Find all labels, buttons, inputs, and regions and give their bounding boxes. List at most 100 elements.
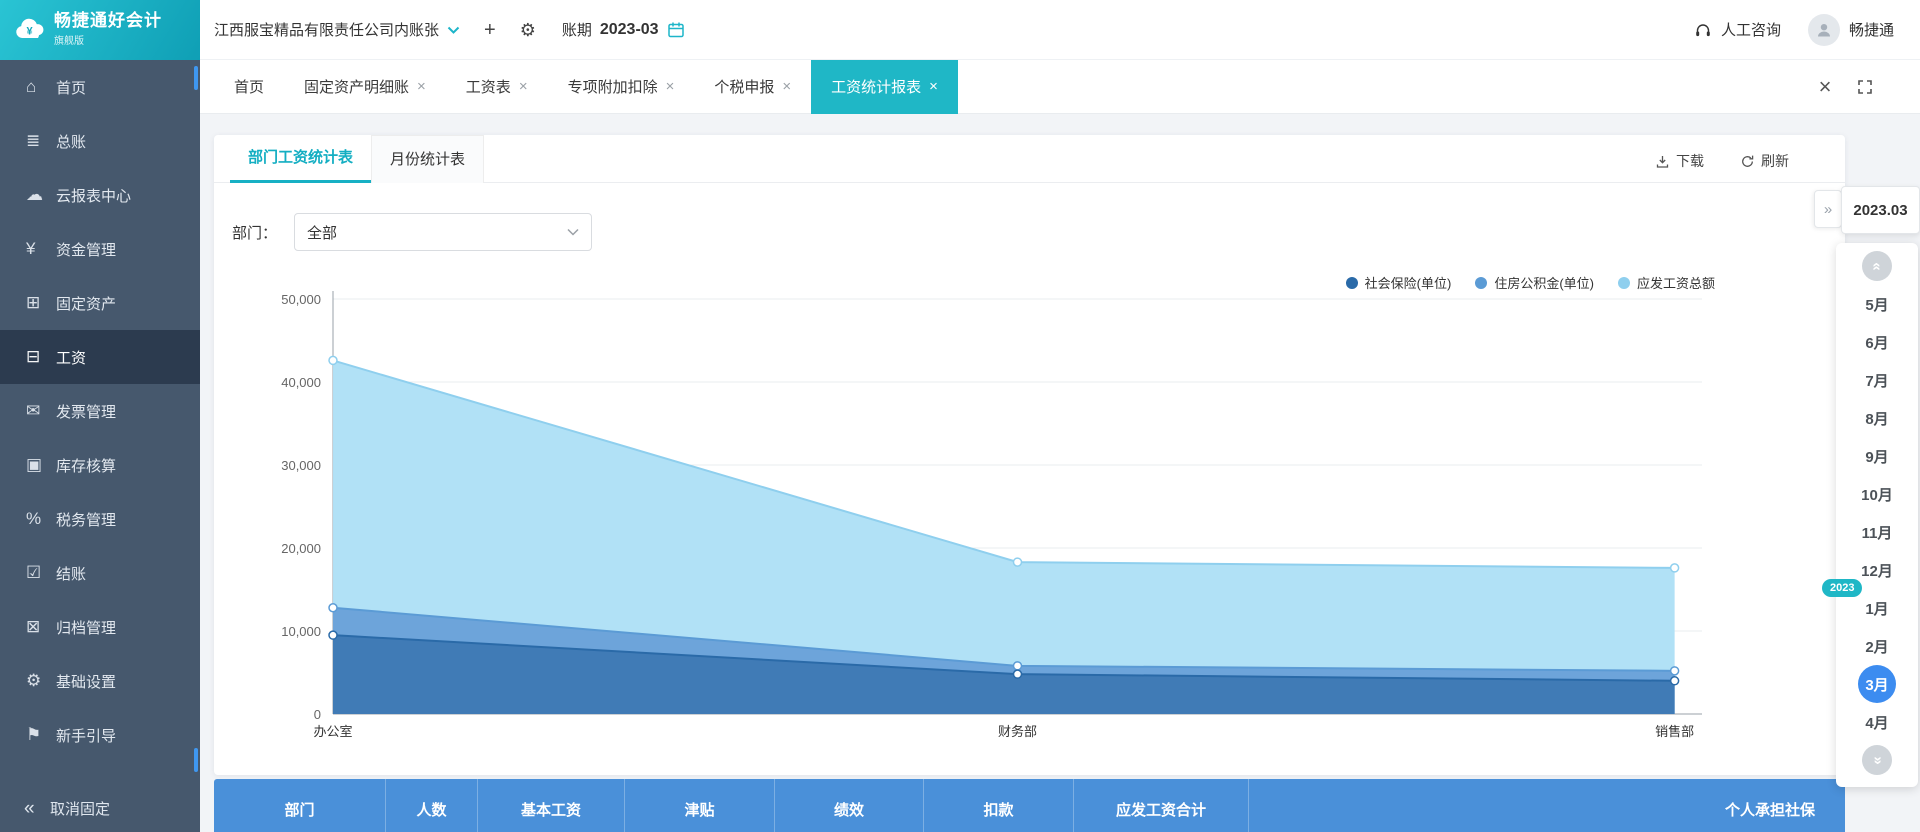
tab-label: 个税申报 [714, 79, 775, 96]
sidebar-item[interactable]: ☁ 云报表中心 [0, 168, 200, 222]
download-button[interactable]: 下载 [1655, 151, 1704, 171]
tab-close-icon[interactable]: × [665, 78, 675, 95]
settings-icon: ⚙ [26, 671, 42, 690]
refresh-label: 刷新 [1761, 153, 1789, 169]
tab-close-icon[interactable]: × [518, 78, 528, 95]
tab-close-icon[interactable]: × [782, 78, 792, 95]
sidebar-item-label: 工资 [56, 349, 87, 367]
svg-text:30,000: 30,000 [281, 458, 321, 473]
tax-icon: % [26, 509, 42, 528]
add-button[interactable]: + [484, 18, 496, 41]
chevron-down-icon [567, 228, 579, 236]
tab[interactable]: 首页 [214, 60, 284, 114]
headset-icon [1696, 23, 1710, 36]
legend-item[interactable]: 应发工资总额 [1617, 273, 1715, 292]
salary-chart: 0 10,000 20,000 30,000 40,000 50,000 办公室 财务部 销售部 [281, 291, 1702, 739]
period-group: 账期 2023-03 [562, 19, 685, 40]
period-label: 账期 [561, 22, 592, 39]
sidebar-item[interactable]: ¥ 资金管理 [0, 222, 200, 276]
month-item[interactable]: 8月 [1865, 410, 1889, 428]
sidebar-item-label: 总账 [56, 133, 87, 151]
chart-legend: 社会保险(单位) 住房公积金(单位) 应发工资总额 [1345, 273, 1715, 292]
current-period-box[interactable]: 2023.03 [1841, 186, 1920, 234]
month-item[interactable]: 6月 [1865, 334, 1889, 352]
collapse-panel-button[interactable]: » [1814, 190, 1842, 228]
table-header-cell: 扣款 [924, 779, 1074, 832]
sidebar-item[interactable]: ⚙ 基础设置 [0, 654, 200, 708]
tab[interactable]: 工资表 × [446, 60, 548, 114]
legend-dot-icon [1475, 276, 1488, 289]
tab[interactable]: 个税申报 × [694, 60, 811, 114]
chevron-up-icon: « [1868, 261, 1886, 271]
settings-gear-icon[interactable]: ⚙ [519, 19, 536, 40]
month-item[interactable]: 12月 [1861, 562, 1893, 580]
sidebar-item[interactable]: ☑ 结账 [0, 546, 200, 600]
fullscreen-button[interactable] [1852, 74, 1878, 100]
card-actions: 下载 刷新 [1655, 151, 1789, 171]
month-item[interactable]: 11月 [1861, 524, 1893, 542]
tab[interactable]: 工资统计报表 × [811, 59, 958, 114]
dept-select-value: 全部 [307, 224, 338, 242]
tab-close-icon[interactable]: × [417, 78, 426, 95]
sidebar-item-label: 首页 [56, 79, 87, 97]
refresh-button[interactable]: 刷新 [1740, 151, 1789, 171]
svg-text:40,000: 40,000 [281, 375, 321, 390]
legend-item[interactable]: 社会保险(单位) [1345, 273, 1451, 292]
sidebar-item[interactable]: ⊟ 工资 [0, 330, 200, 384]
sidebar-item[interactable]: ≣ 总账 [0, 114, 200, 168]
report-card: 部门工资统计表 月份统计表 下载 刷新 [214, 135, 1845, 775]
scroll-down-button[interactable]: « [1862, 745, 1892, 775]
month-item[interactable]: 3月 [1858, 665, 1896, 703]
sidebar-item[interactable]: ⌂ 首页 [0, 60, 200, 114]
username[interactable]: 畅捷通 [1848, 22, 1894, 39]
period-value[interactable]: 2023-03 [599, 20, 659, 38]
scroll-up-button[interactable]: « [1862, 251, 1892, 281]
subtab[interactable]: 部门工资统计表 [230, 135, 372, 183]
sidebar-item[interactable]: % 税务管理 [0, 492, 200, 546]
year-badge: 2023 [1822, 579, 1863, 597]
month-item[interactable]: 9月 [1865, 448, 1889, 466]
legend-item[interactable]: 住房公积金(单位) [1475, 273, 1594, 292]
guide-icon: ⚑ [26, 725, 42, 744]
month-item[interactable]: 5月 [1865, 296, 1889, 314]
svg-text:20,000: 20,000 [281, 541, 321, 556]
sidebar-scrollbar-top[interactable] [194, 66, 198, 90]
close-tabs-button[interactable]: × [1818, 73, 1832, 99]
table-header-cell: 绩效 [775, 779, 924, 832]
tab[interactable]: 固定资产明细账 × [284, 60, 446, 114]
tab-close-icon[interactable]: × [929, 78, 938, 95]
svg-text:办公室: 办公室 [313, 724, 352, 739]
dept-select[interactable]: 全部 [294, 213, 592, 251]
table-header-cell: 津贴 [625, 779, 775, 832]
tab-label: 固定资产明细账 [304, 79, 410, 96]
sidebar-item[interactable]: ⚑ 新手引导 [0, 708, 200, 762]
tab[interactable]: 专项附加扣除 × [548, 60, 695, 114]
funds-icon: ¥ [26, 239, 36, 258]
month-item[interactable]: 7月 [1865, 372, 1889, 390]
subtab[interactable]: 月份统计表 [371, 135, 485, 183]
app-logo[interactable]: ¥ 畅捷通好会计 旗舰版 [0, 0, 200, 60]
brand-cloud-icon: ¥ [16, 18, 44, 38]
month-item[interactable]: 4月 [1865, 714, 1889, 732]
support-link[interactable]: 人工咨询 [1720, 22, 1781, 39]
invoice-icon: ✉ [26, 401, 41, 420]
department-filter: 部门： 全部 [232, 213, 592, 251]
sidebar-scrollbar-bottom[interactable] [194, 748, 198, 772]
salary-table-header: 部门 人数 基本工资 津贴 绩效 扣款 应发工资合计 个人承担社保 [214, 779, 1845, 832]
sidebar-item-label: 新手引导 [56, 727, 117, 745]
month-item[interactable]: 10月 [1861, 486, 1893, 504]
sidebar-item[interactable]: ⊞ 固定资产 [0, 276, 200, 330]
month-item[interactable]: 1月 [1865, 600, 1889, 618]
tab-label: 工资统计报表 [831, 79, 922, 96]
company-selector[interactable]: 江西服宝精品有限责任公司内账张 [214, 19, 460, 40]
month-panel: « 5月 6月 7月 8月 9月 10月 11月 12月 1月 2月 3月 4月 « 2023 [1822, 243, 1918, 787]
sidebar-item[interactable]: ✉ 发票管理 [0, 384, 200, 438]
avatar[interactable] [1807, 13, 1840, 46]
month-item[interactable]: 2月 [1865, 638, 1889, 656]
sidebar-item[interactable]: ⊠ 归档管理 [0, 600, 200, 654]
calendar-icon[interactable] [667, 21, 685, 39]
unpin-label: 取消固定 [50, 800, 111, 818]
unpin-button[interactable]: « 取消固定 [0, 784, 200, 832]
sidebar-item[interactable]: ▣ 库存核算 [0, 438, 200, 492]
